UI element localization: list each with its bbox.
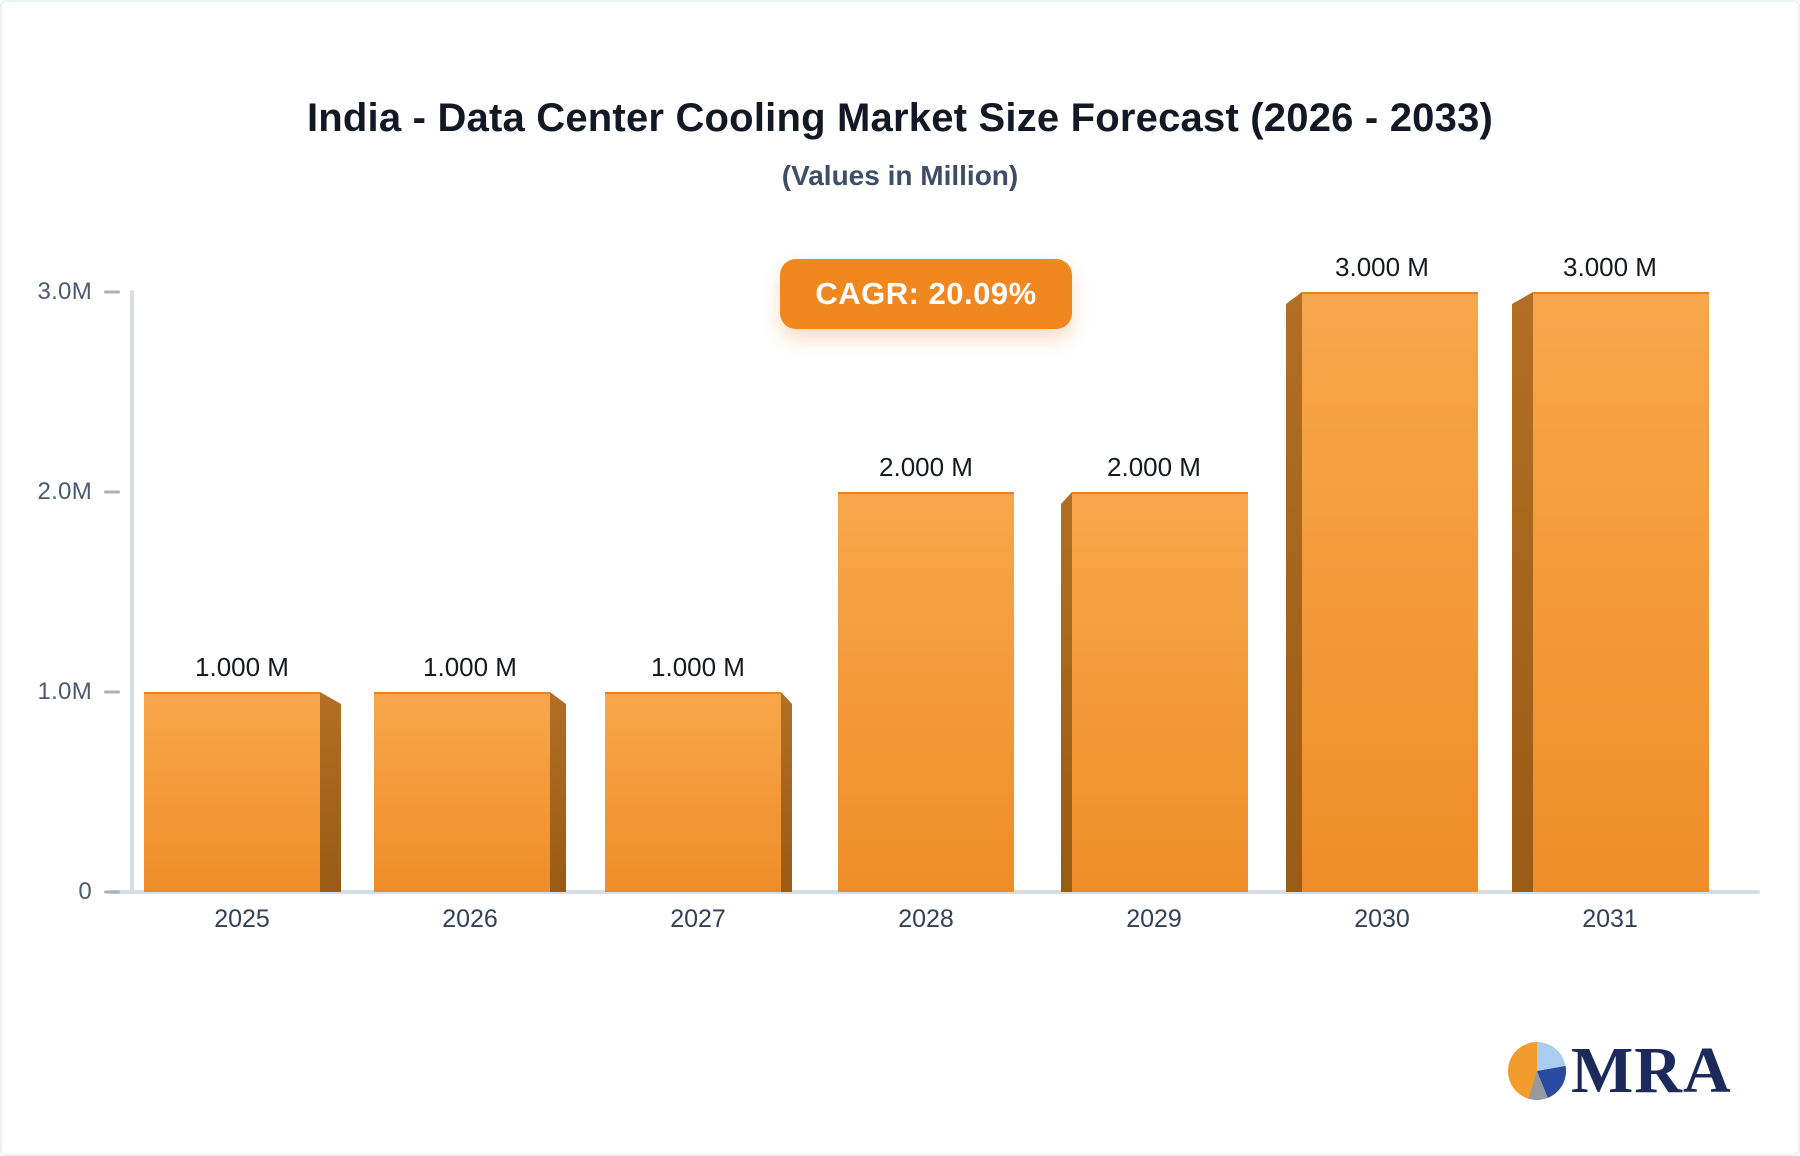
y-axis-tick-label: 1.0M [37, 678, 92, 705]
bar-face [1302, 292, 1478, 892]
y-axis-tick-mark [104, 490, 120, 494]
x-axis-label: 2031 [1582, 905, 1638, 933]
bar-2030 [1286, 292, 1478, 892]
y-axis-line [130, 290, 134, 894]
cagr-badge-label: CAGR: 20.09% [815, 276, 1037, 311]
bar-2025 [144, 692, 341, 892]
bar-side-3d [1512, 292, 1533, 892]
bar-2031 [1512, 292, 1709, 892]
y-axis-tick-label: 2.0M [37, 478, 92, 505]
bar-value-label: 2.000 M [1107, 452, 1201, 482]
bar-side-3d [1286, 292, 1302, 892]
bar-face [1533, 292, 1709, 892]
bar-face [374, 692, 550, 892]
bar-value-label: 1.000 M [651, 652, 745, 682]
cagr-badge: CAGR: 20.09% [780, 259, 1072, 329]
bar-side-3d [1061, 492, 1072, 892]
chart-subtitle: (Values in Million) [781, 160, 1019, 191]
brand-logo: MRA [1508, 1038, 1732, 1104]
bar-side-3d [781, 692, 792, 892]
bar-2026 [374, 692, 566, 892]
bar-value-label: 2.000 M [879, 452, 973, 482]
x-axis-label: 2028 [898, 905, 954, 933]
bar-2027 [605, 692, 792, 892]
brand-logo-text: MRA [1571, 1034, 1732, 1107]
x-axis-label: 2030 [1354, 905, 1410, 933]
bar-face [605, 692, 781, 892]
bar-side-3d [320, 692, 341, 892]
bar-face [144, 692, 320, 892]
x-axis-line [110, 890, 1760, 894]
x-axis-label: 2029 [1126, 905, 1182, 933]
bar-value-label: 3.000 M [1335, 252, 1429, 282]
x-axis-label: 2026 [442, 905, 498, 933]
y-axis-tick-mark [104, 890, 120, 894]
bar-2028 [838, 492, 1014, 892]
bar-2029 [1061, 492, 1248, 892]
pie-chart-icon [1508, 1042, 1566, 1100]
x-axis-label: 2027 [670, 905, 726, 933]
y-axis-tick-label: 3.0M [37, 278, 92, 305]
bar-face [838, 492, 1014, 892]
bar-value-label: 1.000 M [423, 652, 517, 682]
bar-value-label: 3.000 M [1563, 252, 1657, 282]
x-axis-label: 2025 [214, 905, 270, 933]
bar-face [1072, 492, 1248, 892]
y-axis-tick-mark [104, 290, 120, 294]
y-axis-tick-mark [104, 690, 120, 694]
y-axis-tick-label: 0 [78, 878, 92, 905]
bar-side-3d [550, 692, 566, 892]
bar-value-label: 1.000 M [195, 652, 289, 682]
chart-title: India - Data Center Cooling Market Size … [306, 96, 1494, 140]
